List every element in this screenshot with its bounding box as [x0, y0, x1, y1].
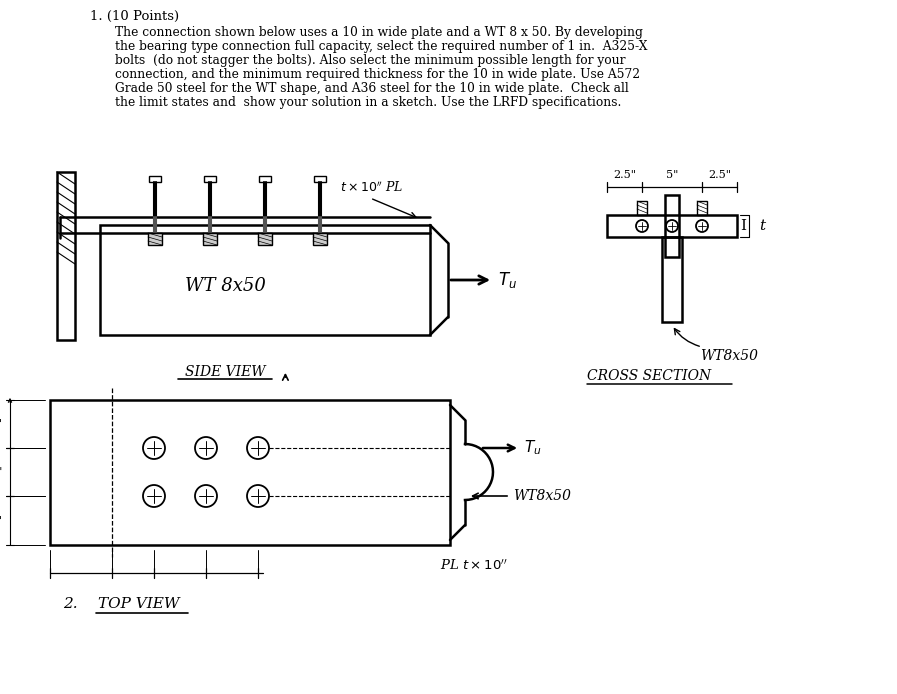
Bar: [607, 215, 737, 237]
Text: $t \times 10^{\prime\prime}$ PL: $t \times 10^{\prime\prime}$ PL: [340, 180, 404, 195]
Bar: [100, 225, 430, 335]
Text: 1. (10 Points): 1. (10 Points): [90, 10, 179, 23]
Bar: [149, 176, 161, 182]
Bar: [50, 400, 450, 545]
Bar: [662, 237, 682, 322]
Text: WT 8x50: WT 8x50: [185, 276, 266, 294]
Text: $T_u$: $T_u$: [498, 270, 517, 290]
Text: WT8x50: WT8x50: [700, 349, 758, 363]
Bar: [148, 233, 162, 245]
Text: TOP VIEW: TOP VIEW: [98, 597, 179, 611]
Text: connection, and the minimum required thickness for the 10 in wide plate. Use A57: connection, and the minimum required thi…: [115, 68, 640, 81]
Text: 5": 5": [666, 170, 678, 180]
Text: PL $t \times 10^{\prime\prime}$: PL $t \times 10^{\prime\prime}$: [440, 559, 508, 573]
Bar: [57, 172, 75, 340]
Bar: [637, 201, 647, 215]
Text: 2.: 2.: [64, 597, 78, 611]
Bar: [258, 233, 272, 245]
Text: 5": 5": [0, 467, 2, 477]
Text: $T_u$: $T_u$: [524, 439, 542, 457]
Text: WT8x50: WT8x50: [513, 489, 571, 503]
Bar: [203, 233, 217, 245]
Text: 2.5": 2.5": [613, 170, 636, 180]
Bar: [204, 176, 216, 182]
Text: 2.5": 2.5": [708, 170, 731, 180]
Text: 2.5": 2.5": [0, 419, 2, 429]
Text: Grade 50 steel for the WT shape, and A36 steel for the 10 in wide plate.  Check : Grade 50 steel for the WT shape, and A36…: [115, 82, 629, 95]
Bar: [665, 195, 679, 257]
Text: The connection shown below uses a 10 in wide plate and a WT 8 x 50. By developin: The connection shown below uses a 10 in …: [115, 26, 643, 39]
Text: t: t: [759, 219, 765, 233]
Bar: [313, 233, 327, 245]
Text: CROSS SECTION: CROSS SECTION: [587, 369, 711, 383]
Bar: [697, 201, 707, 215]
Text: bolts  (do not stagger the bolts). Also select the minimum possible length for y: bolts (do not stagger the bolts). Also s…: [115, 54, 625, 67]
Text: 2.5": 2.5": [0, 516, 2, 525]
Bar: [314, 176, 326, 182]
Text: I: I: [740, 219, 746, 233]
Text: the limit states and  show your solution in a sketch. Use the LRFD specification: the limit states and show your solution …: [115, 96, 622, 109]
Bar: [259, 176, 271, 182]
Text: SIDE VIEW: SIDE VIEW: [185, 365, 266, 379]
Text: the bearing type connection full capacity, select the required number of 1 in.  : the bearing type connection full capacit…: [115, 40, 648, 53]
